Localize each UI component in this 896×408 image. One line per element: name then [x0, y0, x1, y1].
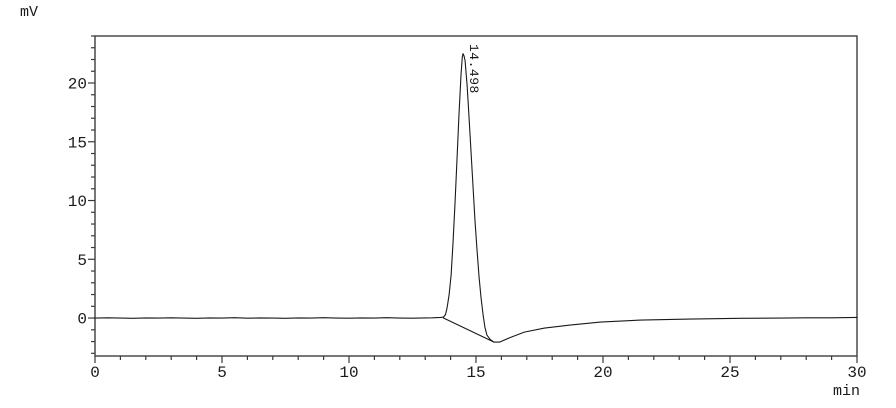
y-axis-tick-label: 0	[77, 311, 87, 329]
y-axis-unit-label: mV	[20, 4, 39, 21]
y-axis-tick-label: 5	[77, 252, 87, 270]
x-axis-tick-label: 30	[847, 364, 866, 382]
y-axis-tick-label: 20	[68, 76, 87, 94]
x-axis-tick-label: 15	[466, 364, 485, 382]
x-axis-tick-label: 10	[339, 364, 358, 382]
x-axis-tick-label: 20	[593, 364, 612, 382]
y-axis-tick-label: 15	[68, 134, 87, 152]
signal-trace	[94, 53, 858, 343]
x-axis-tick-label: 5	[217, 364, 227, 382]
x-axis-tick-label: 25	[720, 364, 739, 382]
x-axis-tick-label: 0	[90, 364, 100, 382]
peak-integration-baseline	[442, 317, 495, 343]
y-axis-tick-label: 10	[68, 193, 87, 211]
peak-retention-time-label: 14.498	[466, 44, 481, 94]
x-axis-unit-label: min	[833, 383, 861, 400]
